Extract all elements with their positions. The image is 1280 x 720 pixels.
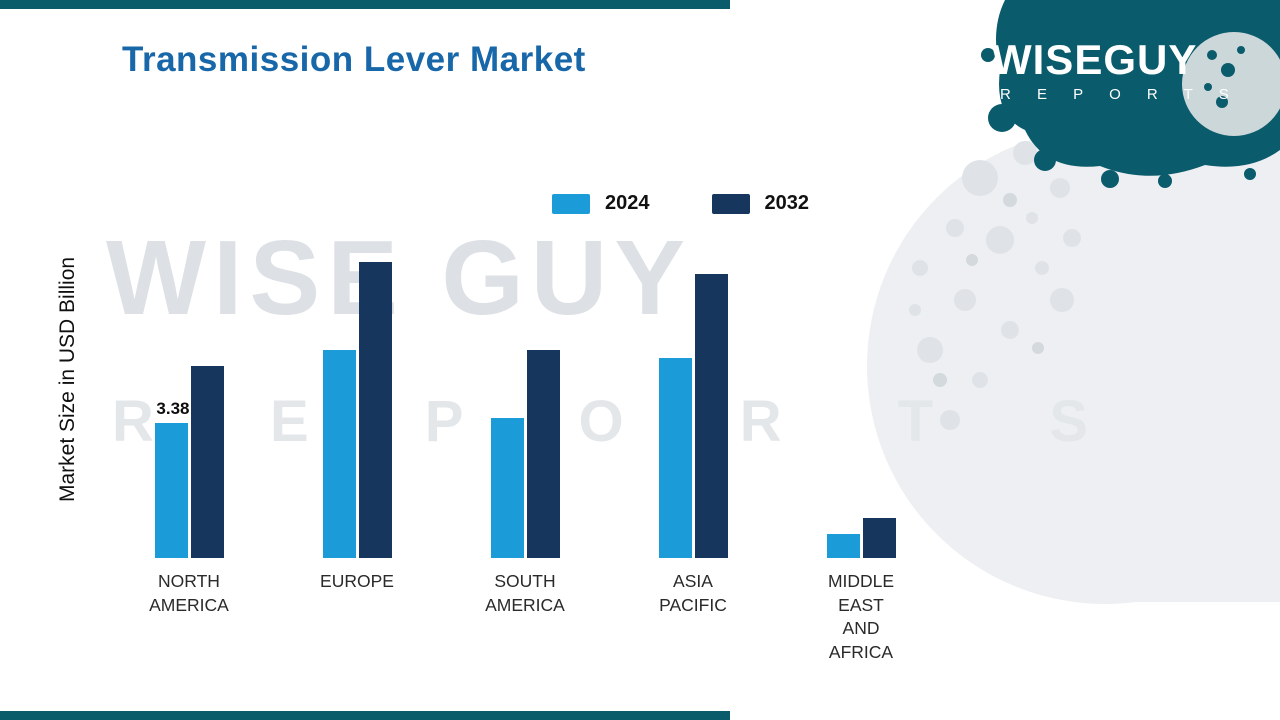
logo-graphic: [981, 0, 1280, 188]
top-accent-bar: [0, 0, 730, 9]
watermark-text-line2: R E P O R T S: [112, 389, 1139, 454]
category-label: SOUTH AMERICA: [485, 571, 565, 615]
bar-2032: [190, 366, 224, 558]
category-label: MIDDLE EAST AND AFRICA: [827, 571, 895, 662]
bar-2032: [358, 262, 392, 558]
bar-2024: [322, 350, 356, 558]
bar-value-label: 3.38: [156, 399, 190, 418]
wiseguy-logo: WISEGUY R E P O R T S: [950, 0, 1280, 195]
bottom-accent-bar: [0, 711, 730, 720]
logo-wordmark: WISEGUY: [992, 36, 1198, 83]
legend: 2024 2032: [552, 192, 809, 215]
bar-2024: [826, 534, 860, 558]
legend-item-2024: 2024: [552, 192, 650, 215]
legend-item-2032: 2032: [711, 192, 810, 215]
category-label: NORTH AMERICA: [149, 571, 229, 615]
watermark-text-line1: WISE GUY: [106, 219, 693, 337]
bar-2032: [526, 350, 560, 558]
bar-2032: [694, 274, 728, 558]
logo-subtext: R E P O R T S: [1000, 86, 1240, 103]
chart-title: Transmission Lever Market: [122, 40, 586, 79]
legend-label: 2024: [605, 192, 650, 214]
legend-label: 2032: [764, 192, 810, 214]
bar-2024: [154, 423, 188, 558]
bar-group: ASIA PACIFIC: [609, 238, 777, 665]
bar-group: EUROPE: [273, 238, 441, 665]
bar-group: 3.38 NORTH AMERICA: [105, 238, 273, 665]
bar-group: MIDDLE EAST AND AFRICA: [777, 238, 945, 665]
bar-2032: [862, 518, 896, 558]
legend-swatch-2032: [711, 193, 750, 214]
legend-swatch-2024: [552, 193, 590, 214]
bar-group: SOUTH AMERICA: [441, 238, 609, 665]
bar-2024: [490, 418, 524, 558]
bar-chart: 3.38 NORTH AMERICA EUROPE SOUTH AMERICA ASIA…: [105, 238, 945, 665]
category-label: EUROPE: [320, 571, 394, 591]
head-silhouette-watermark: [867, 128, 1280, 604]
logo-face-icon: [1182, 32, 1280, 136]
y-axis-label: Market Size in USD Billion: [56, 256, 79, 502]
bar-2024: [658, 358, 692, 558]
category-label: ASIA PACIFIC: [659, 571, 727, 615]
